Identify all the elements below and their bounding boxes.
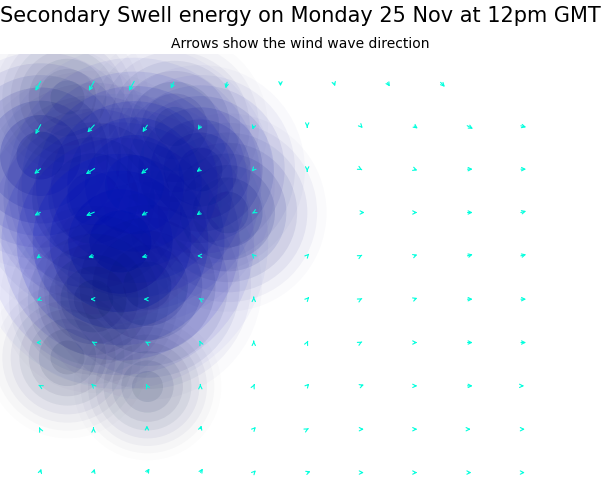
Point — [142, 382, 151, 390]
Point — [129, 180, 138, 187]
Point — [89, 295, 99, 303]
Point — [142, 281, 151, 289]
Point — [129, 180, 138, 187]
Point — [142, 382, 151, 390]
Point — [222, 208, 232, 216]
Point — [169, 122, 178, 130]
Point — [195, 165, 205, 173]
Point — [169, 122, 178, 130]
Point — [129, 180, 138, 187]
Point — [142, 281, 151, 289]
Point — [222, 208, 232, 216]
Point — [142, 281, 151, 289]
Point — [142, 382, 151, 390]
Point — [115, 238, 125, 245]
Point — [115, 238, 125, 245]
Point — [222, 208, 232, 216]
Point — [142, 281, 151, 289]
Point — [115, 238, 125, 245]
Point — [89, 194, 99, 202]
Point — [169, 122, 178, 130]
Point — [129, 180, 138, 187]
Point — [115, 238, 125, 245]
Point — [169, 122, 178, 130]
Point — [142, 382, 151, 390]
Point — [169, 122, 178, 130]
Point — [222, 208, 232, 216]
Point — [89, 194, 99, 202]
Point — [169, 122, 178, 130]
Point — [115, 238, 125, 245]
Point — [62, 93, 72, 101]
Point — [142, 281, 151, 289]
Point — [62, 93, 72, 101]
Point — [89, 194, 99, 202]
Point — [195, 165, 205, 173]
Point — [142, 382, 151, 390]
Point — [142, 281, 151, 289]
Point — [129, 180, 138, 187]
Point — [35, 151, 45, 159]
Point — [195, 165, 205, 173]
Point — [35, 151, 45, 159]
Point — [115, 238, 125, 245]
Point — [195, 165, 205, 173]
Point — [89, 295, 99, 303]
Point — [222, 208, 232, 216]
Point — [62, 353, 72, 361]
Point — [35, 151, 45, 159]
Point — [195, 165, 205, 173]
Point — [89, 295, 99, 303]
Point — [62, 93, 72, 101]
Point — [142, 281, 151, 289]
Point — [89, 194, 99, 202]
Point — [62, 93, 72, 101]
Point — [62, 353, 72, 361]
Point — [89, 194, 99, 202]
Point — [62, 93, 72, 101]
Point — [142, 382, 151, 390]
Point — [115, 238, 125, 245]
Text: Arrows show the wind wave direction: Arrows show the wind wave direction — [171, 37, 430, 51]
Point — [89, 295, 99, 303]
Point — [129, 180, 138, 187]
Point — [62, 93, 72, 101]
Point — [142, 382, 151, 390]
Point — [115, 238, 125, 245]
Point — [222, 208, 232, 216]
Point — [169, 122, 178, 130]
Point — [169, 122, 178, 130]
Point — [129, 180, 138, 187]
Point — [35, 151, 45, 159]
Point — [222, 208, 232, 216]
Point — [89, 194, 99, 202]
Point — [62, 353, 72, 361]
Point — [89, 194, 99, 202]
Point — [89, 194, 99, 202]
Point — [222, 208, 232, 216]
Point — [195, 165, 205, 173]
Point — [195, 165, 205, 173]
Point — [62, 353, 72, 361]
Point — [62, 353, 72, 361]
Point — [35, 151, 45, 159]
Point — [62, 353, 72, 361]
Point — [142, 382, 151, 390]
Point — [89, 295, 99, 303]
Point — [89, 295, 99, 303]
Point — [195, 165, 205, 173]
Point — [62, 93, 72, 101]
Point — [89, 295, 99, 303]
Text: Secondary Swell energy on Monday 25 Nov at 12pm GMT: Secondary Swell energy on Monday 25 Nov … — [0, 6, 601, 26]
Point — [35, 151, 45, 159]
Point — [89, 295, 99, 303]
Point — [62, 353, 72, 361]
Point — [62, 353, 72, 361]
Point — [35, 151, 45, 159]
Point — [62, 93, 72, 101]
Point — [129, 180, 138, 187]
Point — [142, 281, 151, 289]
Point — [35, 151, 45, 159]
